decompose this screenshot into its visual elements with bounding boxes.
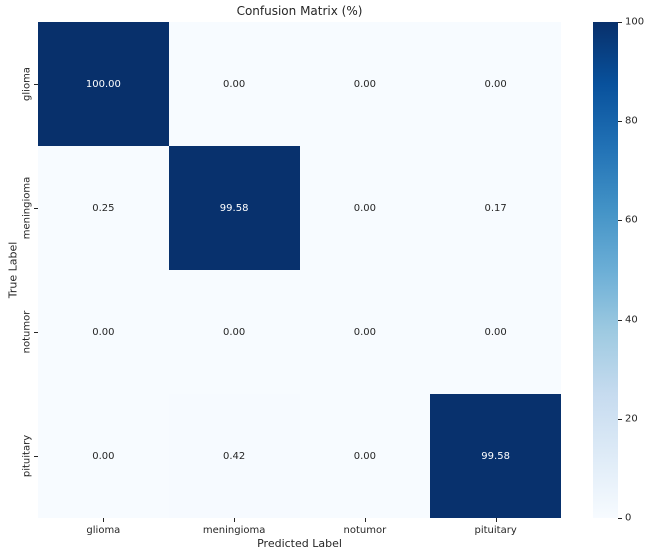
cell-value: 0.00 (353, 202, 376, 214)
cell-value: 0.00 (353, 78, 376, 90)
colorbar-tick-mark (618, 518, 622, 519)
colorbar-tick-mark (618, 22, 622, 23)
colorbar (593, 22, 618, 518)
cell-value: 0.25 (92, 202, 115, 214)
heatmap-cell-meningioma-notumor: 0.00 (299, 146, 431, 270)
y-tick-label-pituitary: pituitary (21, 434, 33, 478)
colorbar-tick-label-20: 20 (625, 413, 638, 425)
colorbar-tick-label-60: 60 (625, 214, 638, 226)
cell-value: 0.00 (92, 450, 115, 462)
heatmap-cell-pituitary-glioma: 0.00 (38, 394, 169, 518)
y-tick-mark (34, 456, 38, 457)
cell-value: 0.00 (484, 326, 507, 338)
heatmap-cell-meningioma-glioma: 0.25 (38, 146, 169, 270)
y-axis-label: True Label (6, 241, 20, 299)
y-tick-mark (34, 84, 38, 85)
colorbar-tick-mark (618, 418, 622, 420)
heatmap-cell-notumor-meningioma: 0.00 (168, 270, 300, 394)
cell-value: 99.58 (219, 202, 249, 214)
cell-value: 100.00 (85, 78, 121, 90)
heatmap-cell-pituitary-notumor: 0.00 (299, 394, 431, 518)
cell-value: 0.00 (222, 326, 246, 338)
heatmap-cell-glioma-glioma: 100.00 (38, 22, 169, 146)
heatmap-cell-meningioma-pituitary: 0.17 (430, 146, 561, 270)
x-tick-label-notumor: notumor (343, 525, 387, 536)
y-tick-mark (34, 332, 38, 333)
cell-value: 0.00 (353, 450, 376, 462)
heatmap-cell-meningioma-meningioma: 99.58 (168, 146, 300, 270)
cell-value: 0.42 (222, 450, 246, 462)
colorbar-tick-label-100: 100 (625, 16, 645, 28)
cell-value: 99.58 (481, 450, 510, 462)
x-tick-mark (103, 518, 105, 522)
x-tick-mark (364, 518, 366, 522)
colorbar-tick-mark (618, 319, 622, 321)
heatmap-grid: 100.00 0.00 0.00 0.00 0.25 99.58 0.00 0.17 0.00 0… (38, 22, 561, 518)
x-tick-mark (234, 518, 236, 522)
colorbar-tick-mark (618, 220, 622, 222)
heatmap-cell-glioma-notumor: 0.00 (299, 22, 431, 146)
x-tick-mark (495, 518, 497, 522)
x-tick-label-meningioma: meningioma (202, 525, 266, 536)
y-tick-label-glioma: glioma (21, 67, 33, 101)
y-tick-mark (34, 208, 38, 209)
cell-value: 0.00 (92, 326, 115, 338)
heatmap-cell-notumor-glioma: 0.00 (38, 270, 169, 394)
cell-value: 0.00 (353, 326, 376, 338)
cell-value: 0.17 (484, 202, 507, 214)
heatmap-cell-notumor-pituitary: 0.00 (430, 270, 561, 394)
chart-title: Confusion Matrix (%) (236, 4, 363, 18)
x-axis-label: Predicted Label (257, 537, 342, 550)
colorbar-tick-label-80: 80 (625, 115, 638, 127)
cell-value: 0.00 (222, 78, 246, 90)
cell-value: 0.00 (484, 78, 507, 90)
colorbar-tick-label-0: 0 (625, 512, 632, 524)
colorbar-tick-mark (618, 121, 622, 123)
heatmap-cell-glioma-meningioma: 0.00 (168, 22, 300, 146)
heatmap-cell-notumor-notumor: 0.00 (299, 270, 431, 394)
x-tick-label-pituitary: pituitary (474, 525, 517, 536)
colorbar-tick-label-40: 40 (625, 314, 638, 326)
y-tick-label-notumor: notumor (21, 310, 33, 354)
heatmap-cell-glioma-pituitary: 0.00 (430, 22, 561, 146)
y-tick-label-meningioma: meningioma (21, 176, 33, 240)
heatmap-cell-pituitary-pituitary: 99.58 (430, 394, 561, 518)
x-tick-label-glioma: glioma (86, 525, 121, 536)
heatmap-cell-pituitary-meningioma: 0.42 (168, 394, 300, 518)
